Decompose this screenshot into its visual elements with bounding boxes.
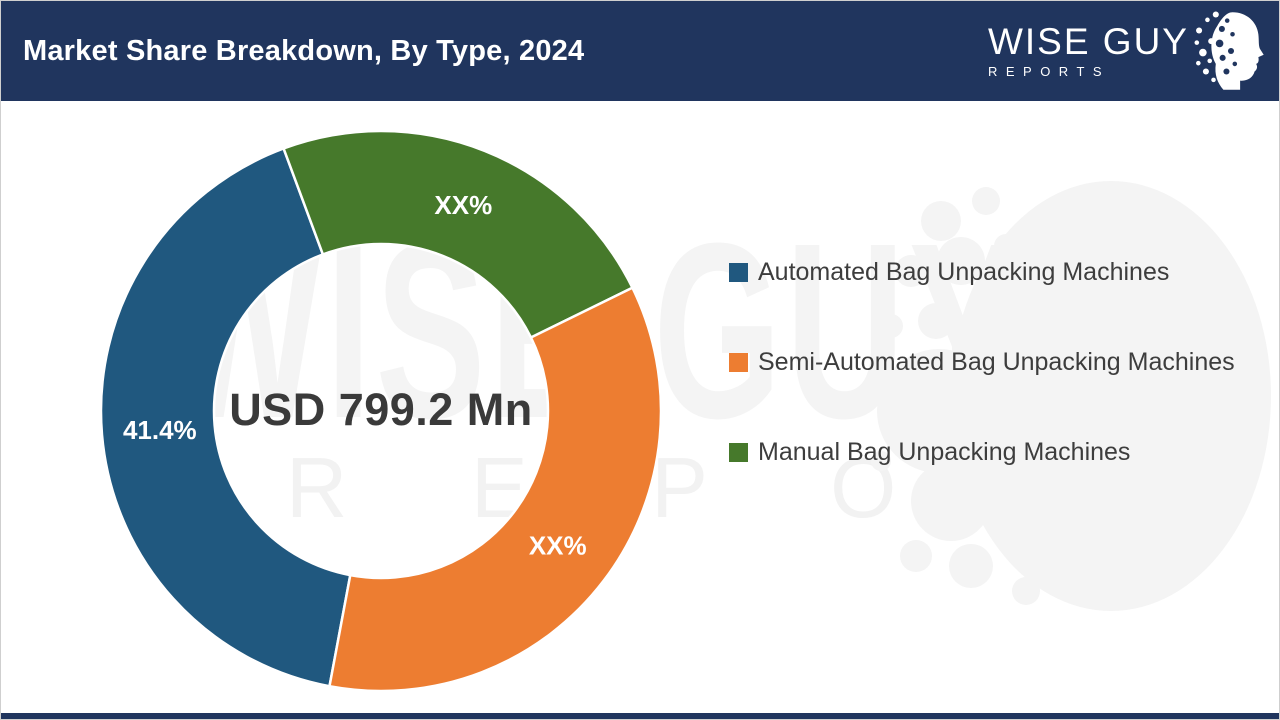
legend-item-semi-automated: Semi-Automated Bag Unpacking Machines [729, 348, 1235, 376]
donut-slice-0 [99, 147, 352, 688]
page-title: Market Share Breakdown, By Type, 2024 [23, 34, 585, 67]
legend-item-manual: Manual Bag Unpacking Machines [729, 438, 1235, 466]
legend-item-label: Semi-Automated Bag Unpacking Machines [758, 347, 1235, 376]
logo-face-icon [1194, 11, 1264, 90]
donut-slice-2 [282, 129, 634, 339]
legend-swatch-automated [729, 262, 748, 282]
header: Market Share Breakdown, By Type, 2024 WI… [1, 1, 1279, 101]
legend-swatch-manual [729, 442, 748, 462]
logo-line2: REPORTS [987, 64, 1111, 79]
slice-label-0: 41.4% [123, 415, 197, 445]
legend: Automated Bag Unpacking Machines Semi-Au… [729, 258, 1235, 528]
logo-line1: WISE GUY [987, 21, 1189, 62]
watermark-face-icon [867, 181, 1271, 611]
slice-label-1: XX% [529, 530, 587, 560]
slice-label-2: XX% [434, 190, 492, 220]
donut-slice-1 [328, 286, 663, 693]
legend-item-label: Automated Bag Unpacking Machines [758, 257, 1170, 286]
center-value: USD 799.2 Mn [229, 384, 533, 435]
donut-chart: 41.4% XX% XX% [99, 129, 663, 693]
legend-item-label: Manual Bag Unpacking Machines [758, 437, 1131, 466]
logo-wordmark: WISE GUY REPORTS [988, 23, 1189, 79]
brand-logo: WISE GUY REPORTS [988, 9, 1269, 93]
legend-item-automated: Automated Bag Unpacking Machines [729, 258, 1235, 286]
legend-swatch-semi-automated [729, 352, 748, 372]
footer-bar [1, 713, 1279, 719]
